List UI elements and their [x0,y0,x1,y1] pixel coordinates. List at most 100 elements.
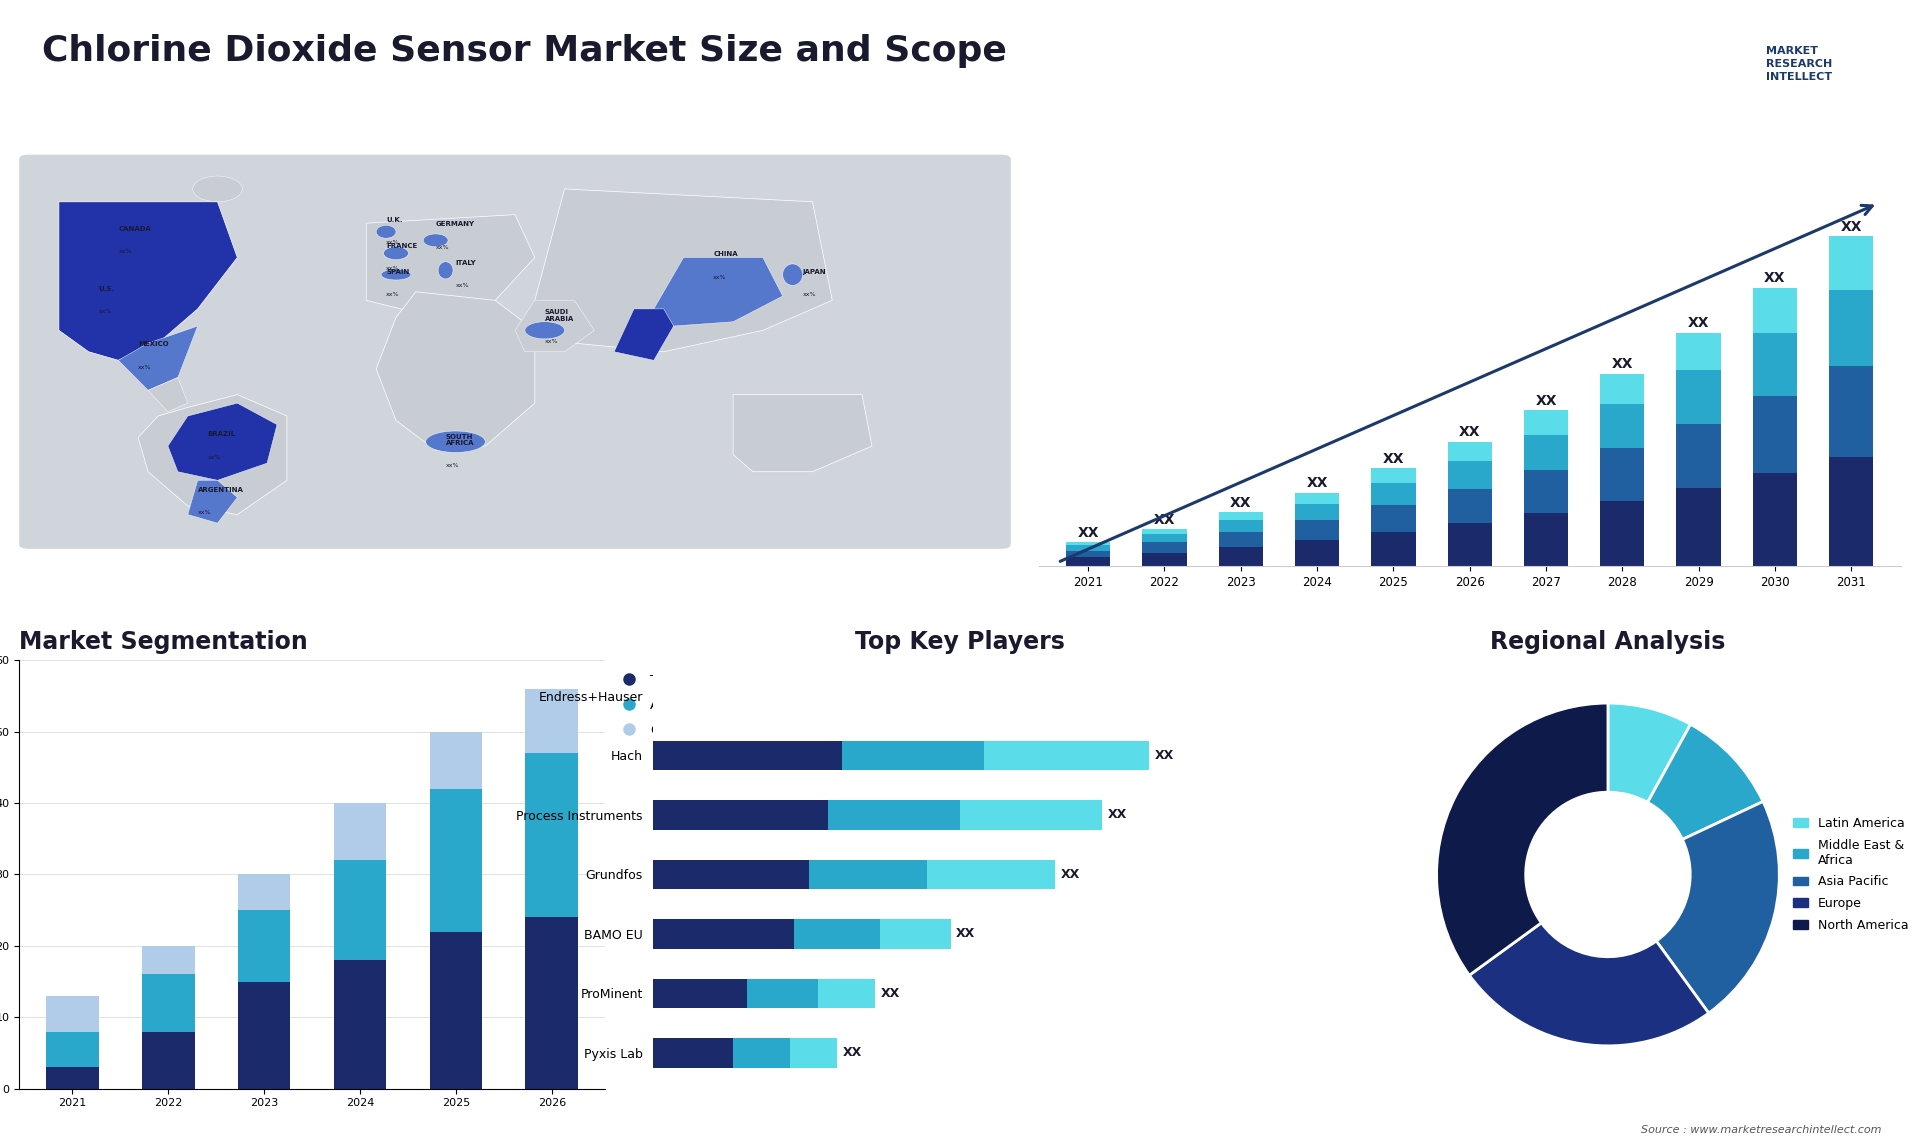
Text: xx%: xx% [643,352,657,356]
Bar [653,919,795,949]
Text: XX: XX [1077,526,1098,540]
Polygon shape [188,480,238,523]
Text: U.S.: U.S. [98,285,115,292]
Text: INDIA: INDIA [643,329,666,335]
Bar [747,979,818,1008]
Text: Source : www.marketresearchintellect.com: Source : www.marketresearchintellect.com [1642,1124,1882,1135]
Text: XX: XX [1611,358,1634,371]
Bar [733,1038,789,1068]
Bar [1676,332,1720,370]
Bar [1219,512,1263,520]
Bar [983,740,1150,770]
Bar [334,861,386,960]
Title: Top Key Players: Top Key Players [854,630,1066,654]
Text: Market Segmentation: Market Segmentation [19,630,307,654]
Bar [1142,552,1187,566]
Bar [1066,545,1110,550]
Bar [1448,524,1492,566]
Bar [841,740,983,770]
Bar [430,731,482,788]
Bar [1219,547,1263,566]
Text: XX: XX [1764,272,1786,285]
Bar [1676,370,1720,424]
Bar [1753,332,1797,397]
Polygon shape [138,394,286,515]
Ellipse shape [438,261,453,278]
Bar [1294,503,1340,520]
Bar [1753,288,1797,332]
Text: MEXICO: MEXICO [138,342,169,347]
Bar [526,917,578,1089]
Bar [1599,502,1644,566]
Polygon shape [167,403,276,480]
Polygon shape [614,309,674,360]
Bar [1294,520,1340,540]
Bar [1294,493,1340,503]
Bar [879,919,950,949]
Text: XX: XX [1459,425,1480,439]
Bar [46,1067,98,1089]
Bar [1371,469,1415,482]
Text: XX: XX [956,927,975,941]
Bar [1371,505,1415,532]
Bar [818,979,876,1008]
Text: XX: XX [1382,452,1404,465]
Bar [653,860,808,889]
FancyBboxPatch shape [19,155,1010,549]
Text: MARKET
RESEARCH
INTELLECT: MARKET RESEARCH INTELLECT [1766,46,1834,83]
Text: XX: XX [843,1046,862,1060]
Bar [795,919,879,949]
Bar [430,788,482,932]
Text: xx%: xx% [207,455,221,460]
Bar [238,910,290,982]
Text: CHINA: CHINA [714,251,737,258]
Text: XX: XX [1231,496,1252,510]
Polygon shape [536,189,831,352]
Text: xx%: xx% [386,266,399,272]
Bar [1676,488,1720,566]
Text: xx%: xx% [436,244,449,250]
Bar [1142,534,1187,542]
Text: GERMANY: GERMANY [436,221,474,228]
Bar [1524,434,1569,470]
Bar [1219,532,1263,547]
Ellipse shape [524,322,564,339]
Bar [1830,290,1874,366]
Ellipse shape [422,234,447,246]
Text: XX: XX [1108,808,1127,822]
Bar [1753,397,1797,473]
Text: Chlorine Dioxide Sensor Market Size and Scope: Chlorine Dioxide Sensor Market Size and … [42,34,1008,69]
Bar [1066,542,1110,545]
Text: xx%: xx% [138,364,152,370]
Ellipse shape [382,269,411,280]
Text: U.K.: U.K. [386,218,403,223]
Text: xx%: xx% [455,283,468,288]
Polygon shape [515,300,595,352]
Bar [927,860,1054,889]
Bar [526,753,578,917]
Text: SOUTH
AFRICA: SOUTH AFRICA [445,433,474,446]
Bar [430,932,482,1089]
Bar [789,1038,837,1068]
Bar [238,982,290,1089]
Bar [142,945,194,974]
Bar [1448,489,1492,524]
Text: xx%: xx% [445,463,459,469]
Text: xx%: xx% [803,292,816,297]
Text: XX: XX [1841,220,1862,234]
Text: xx%: xx% [386,292,399,297]
Ellipse shape [384,246,409,260]
Ellipse shape [426,431,486,453]
Bar [1830,236,1874,290]
Bar [1371,532,1415,566]
Bar [46,996,98,1031]
Wedge shape [1647,724,1763,839]
Bar [808,860,927,889]
Bar [334,803,386,861]
Text: XX: XX [881,987,900,1000]
Bar [828,800,960,830]
Bar [526,689,578,753]
Wedge shape [1469,923,1709,1046]
Polygon shape [60,202,238,360]
Text: XX: XX [1306,476,1329,490]
